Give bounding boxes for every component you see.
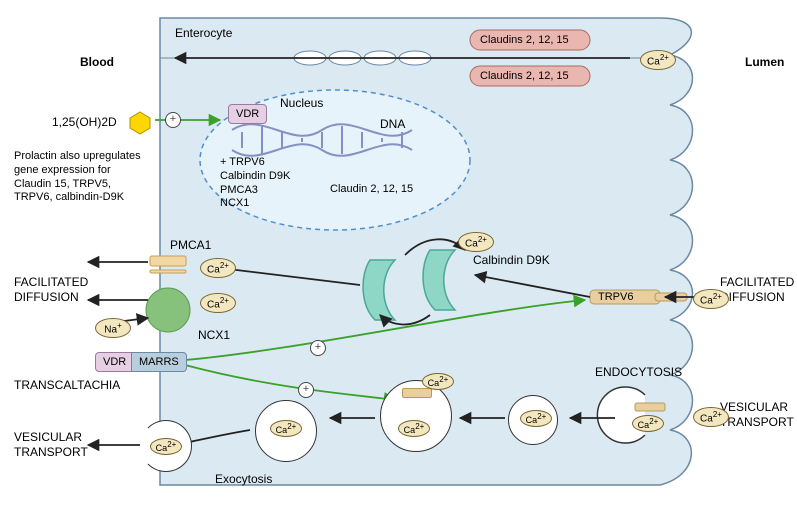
- enterocyte-label: Enterocyte: [175, 26, 232, 41]
- dna-label: DNA: [380, 117, 405, 132]
- calcium-exocytosis: Ca2+: [150, 438, 182, 455]
- ncx1-label: NCX1: [198, 328, 230, 343]
- gene-targets-claudins: Claudin 2, 12, 15: [330, 183, 413, 197]
- lumen-label: Lumen: [745, 55, 784, 70]
- claudin-bottom-label: Claudins 2, 12, 15: [480, 70, 569, 84]
- calcium-vesicle-4: Ca2+: [270, 420, 302, 437]
- plus-transcaltachia-vesicle: +: [298, 382, 314, 398]
- plus-vitd-genomic: +: [165, 112, 181, 128]
- pmca1-label: PMCA1: [170, 238, 211, 253]
- trpv6-label: TRPV6: [598, 291, 633, 305]
- vesicular-left-label: VESICULAR TRANSPORT: [14, 430, 88, 460]
- calcium-vesicle-3-out: Ca2+: [422, 373, 454, 390]
- ncx-shape: [146, 288, 190, 332]
- vesicle-3-channel: [402, 388, 432, 398]
- endocytosis-pit: [597, 387, 645, 443]
- vitd-label: 1,25(OH)2D: [52, 115, 117, 130]
- calcium-vesicle-2: Ca2+: [520, 410, 552, 427]
- calcium-vesicle-3-in: Ca2+: [398, 420, 430, 437]
- calcium-endocytosis-pit: Ca2+: [632, 415, 664, 432]
- vesicular-right-label: VESICULAR TRANSPORT: [720, 400, 794, 430]
- marrs-membrane: MARRS: [131, 352, 187, 372]
- gene-targets-list: + TRPV6 Calbindin D9K PMCA3 NCX1: [220, 156, 290, 211]
- facilitated-left-label: FACILITATED DIFFUSION: [14, 275, 88, 305]
- claudin-top-label: Claudins 2, 12, 15: [480, 34, 569, 48]
- exocytosis-label: Exocytosis: [215, 472, 272, 487]
- transcaltachia-label: TRANSCALTACHIA: [14, 378, 120, 393]
- blood-label: Blood: [80, 55, 114, 70]
- pmca-channel-shape: [150, 256, 186, 273]
- nucleus-label: Nucleus: [280, 96, 323, 111]
- plus-transcaltachia-trpv6: +: [310, 340, 326, 356]
- calbindin-label: Calbindin D9K: [473, 253, 550, 268]
- vdr-nuclear: VDR: [228, 104, 267, 124]
- facilitated-right-label: FACILITATED DIFFUSION: [720, 275, 794, 305]
- prolactin-note: Prolactin also upregulates gene expressi…: [14, 150, 141, 205]
- vitd-ligand-icon: [130, 112, 150, 134]
- endocytosis-label: ENDOCYTOSIS: [595, 365, 682, 380]
- vdr-membrane: VDR: [95, 352, 134, 372]
